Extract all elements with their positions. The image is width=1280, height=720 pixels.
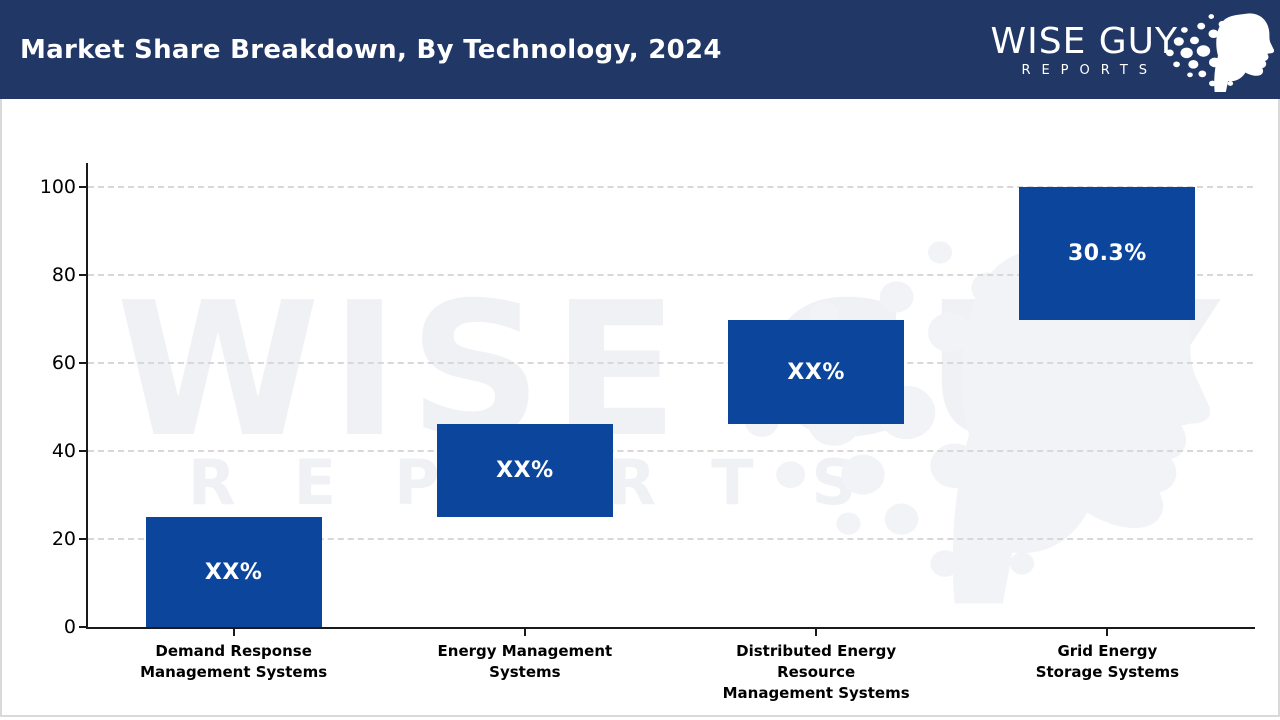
brand-name: WISE GUY [990,20,1178,62]
brand-logo: WISE GUY REPORTS [991,7,1280,93]
y-tick-label-60: 60 [51,352,76,374]
bar-value-label-2: XX% [496,458,554,484]
brand-face-icon [1165,12,1274,92]
y-tick-0 [79,626,88,628]
y-axis-line [86,163,88,629]
x-category-label-3: Distributed Energy Resource Management S… [722,642,910,702]
bar-segment-1: XX% [145,517,322,627]
y-tick-40 [79,450,88,452]
page-title: Market Share Breakdown, By Technology, 2… [20,34,722,65]
x-tick-3 [815,629,818,636]
y-tick-label-20: 20 [51,528,76,550]
frame-border-bottom [0,715,1280,717]
brand-logo-text: WISE GUY REPORTS [990,20,1179,78]
brand-subname: REPORTS [1021,62,1159,78]
bar-segment-3: XX% [728,320,905,425]
gridline-y20 [88,538,1253,540]
bar-value-label-4: 30.3% [1067,241,1147,267]
header-bar: Market Share Breakdown, By Technology, 2… [0,0,1280,99]
x-axis-line [86,627,1255,629]
bar-value-label-3: XX% [787,359,845,385]
bar-segment-4: 30.3% [1019,187,1196,321]
x-tick-4 [1106,629,1109,636]
y-tick-label-80: 80 [51,264,76,286]
y-tick-80 [79,274,88,276]
frame-border-left [0,99,2,717]
x-category-label-1: Demand Response Management Systems [140,642,328,681]
gridline-y100 [88,186,1253,188]
gridline-y80 [88,274,1253,276]
y-tick-label-40: 40 [51,440,76,462]
gridline-y40 [88,450,1253,452]
bar-value-label-1: XX% [204,559,263,585]
frame-border-right [1278,99,1280,717]
x-category-label-4: Grid Energy Storage Systems [1035,642,1180,681]
bar-segment-2: XX% [436,424,613,517]
y-tick-label-0: 0 [63,616,76,638]
y-tick-100 [79,186,88,188]
y-tick-label-100: 100 [39,176,76,198]
x-tick-2 [523,629,526,636]
x-tick-1 [232,629,235,636]
gridline-y60 [88,362,1253,364]
x-category-label-2: Energy Management Systems [437,642,613,681]
y-tick-60 [79,362,88,364]
y-tick-20 [79,538,88,540]
